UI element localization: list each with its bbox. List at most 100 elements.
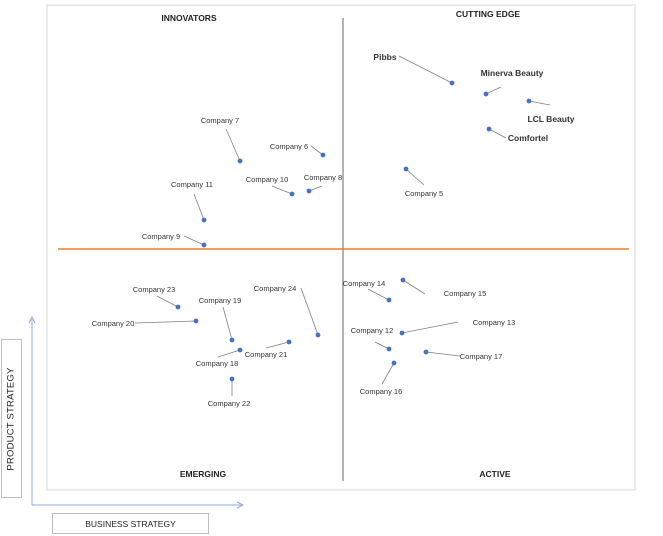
company-label: Company 24	[254, 284, 297, 293]
company-marker-company-15: Company 15	[400, 277, 487, 298]
company-marker-company-14: Company 14	[343, 279, 392, 303]
company-label: Company 21	[245, 350, 288, 359]
x-axis-label: BUSINESS STRATEGY	[85, 518, 176, 529]
company-dot	[286, 339, 292, 345]
company-dot	[386, 346, 392, 352]
x-axis-label-box: BUSINESS STRATEGY	[52, 513, 209, 534]
leader-line	[183, 235, 205, 246]
company-label: Company 22	[208, 399, 251, 408]
company-dot	[315, 332, 321, 338]
company-label: Company 19	[199, 296, 242, 305]
company-label: Company 5	[405, 189, 443, 198]
company-marker-company-13: Company 13	[399, 318, 516, 336]
company-label: Company 18	[196, 359, 239, 368]
y-axis-arrowhead	[28, 315, 36, 324]
company-dot	[449, 80, 455, 86]
company-marker-comfortel: Comfortel	[486, 126, 548, 143]
company-dot	[289, 191, 295, 197]
leader-line	[300, 287, 319, 336]
company-marker-company-7: Company 7	[201, 116, 243, 164]
company-marker-company-23: Company 23	[133, 285, 181, 310]
y-axis-label-box	[1, 339, 22, 498]
leader-line	[381, 362, 395, 385]
company-marker-company-11: Company 11	[171, 180, 213, 223]
company-marker-company-20: Company 20	[92, 318, 199, 328]
company-dot	[403, 166, 409, 172]
matrix-frame	[46, 4, 636, 491]
company-dot	[483, 91, 489, 97]
company-label: Company 23	[133, 285, 176, 294]
company-label: Minerva Beauty	[481, 68, 544, 78]
company-marker-company-5: Company 5	[403, 166, 443, 198]
company-marker-minerva-beauty: Minerva Beauty	[481, 68, 544, 97]
companies-layer: Pibbs Minerva Beauty LCL Beauty Comfortel Co…	[92, 52, 575, 408]
company-marker-company-12: Company 12	[351, 326, 394, 352]
leader-line	[402, 279, 426, 295]
leader-line	[271, 185, 293, 195]
company-label: Comfortel	[508, 133, 548, 143]
quadrant-label-active: ACTIVE	[479, 469, 511, 479]
company-label: Company 13	[473, 318, 516, 327]
company-label: Company 12	[351, 326, 394, 335]
company-marker-company-24: Company 24	[254, 284, 321, 338]
x-axis-arrowhead	[236, 501, 245, 509]
axis-arrows	[28, 315, 245, 509]
company-dot	[229, 337, 235, 343]
leader-line	[265, 341, 290, 349]
company-label: Company 7	[201, 116, 239, 125]
leader-line	[374, 341, 390, 350]
company-marker-company-19: Company 19	[199, 296, 242, 343]
quadrant-label-innovators: INNOVATORS	[161, 13, 217, 23]
company-label: Company 9	[142, 232, 180, 241]
leader-line	[488, 128, 507, 139]
company-marker-lcl-beauty: LCL Beauty	[526, 98, 575, 124]
company-marker-company-6: Company 6	[270, 142, 326, 158]
company-label: Company 10	[246, 175, 289, 184]
company-label: Company 11	[171, 180, 213, 189]
leader-line	[156, 295, 179, 308]
leader-line	[310, 145, 324, 156]
company-dot	[386, 297, 392, 303]
leader-line	[401, 321, 459, 334]
company-label: Pibbs	[373, 52, 396, 62]
company-label: Company 17	[460, 352, 503, 361]
company-marker-company-9: Company 9	[142, 232, 207, 248]
company-marker-company-17: Company 17	[423, 349, 503, 361]
company-label: Company 16	[360, 387, 403, 396]
company-marker-company-18: Company 18	[196, 347, 243, 368]
company-label: Company 8	[304, 173, 342, 182]
company-label: Company 6	[270, 142, 308, 151]
company-dot	[306, 188, 312, 194]
company-dot	[193, 318, 199, 324]
company-label: Company 20	[92, 319, 135, 328]
company-dot	[201, 217, 207, 223]
company-dot	[399, 330, 405, 336]
company-dot	[391, 360, 397, 366]
company-marker-company-8: Company 8	[304, 173, 342, 194]
company-label: Company 14	[343, 279, 386, 288]
company-dot	[229, 376, 235, 382]
company-dot	[320, 152, 326, 158]
company-dot	[423, 349, 429, 355]
company-marker-company-16: Company 16	[360, 360, 403, 396]
leader-line	[425, 351, 461, 357]
company-dot	[400, 277, 406, 283]
quadrant-label-emerging: EMERGING	[180, 469, 227, 479]
leader-line	[134, 320, 197, 324]
leader-line	[367, 288, 390, 301]
quadrant-label-cutting-edge: CUTTING EDGE	[456, 9, 521, 19]
leader-line	[485, 86, 502, 95]
leader-line	[528, 100, 551, 106]
company-marker-company-22: Company 22	[208, 376, 251, 408]
company-dot	[526, 98, 532, 104]
company-label: LCL Beauty	[527, 114, 574, 124]
leader-line	[222, 306, 233, 341]
leader-line	[405, 168, 425, 186]
leader-line	[193, 193, 205, 221]
company-marker-company-21: Company 21	[245, 339, 292, 359]
company-marker-pibbs: Pibbs	[373, 52, 455, 86]
leader-line	[398, 55, 453, 84]
company-dot	[237, 347, 243, 353]
company-label: Company 15	[444, 289, 487, 298]
